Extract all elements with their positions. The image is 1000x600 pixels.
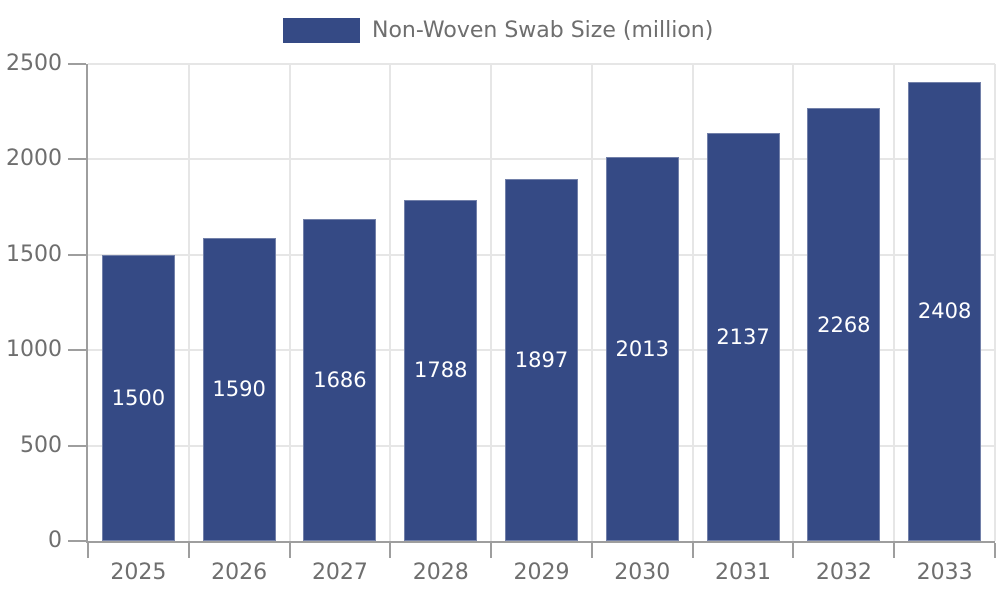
y-axis-tick [68, 63, 86, 65]
gridline-vertical [590, 64, 593, 541]
x-axis-line [86, 541, 995, 543]
bar-2033[interactable]: 2408 [908, 81, 982, 541]
gridline-horizontal [88, 63, 995, 65]
y-axis-tick [68, 158, 86, 161]
bar-2029[interactable]: 1897 [505, 179, 578, 541]
y-axis-tick-label: 1000 [6, 336, 62, 362]
y-axis-line [86, 64, 88, 543]
x-axis-tick-label: 2028 [412, 560, 469, 585]
x-axis-tick [691, 543, 694, 558]
bar-2025[interactable]: 1500 [101, 254, 175, 541]
gridline-vertical [792, 64, 795, 541]
y-axis-tick [68, 349, 86, 352]
plot-area: 1500 1590 1686 1788 1897 2013 2137 2268 2408 [88, 63, 996, 541]
bar-2028[interactable]: 1788 [404, 199, 478, 541]
y-axis-tick-label: 500 [20, 432, 62, 458]
y-axis-tick-label: 1500 [6, 241, 62, 267]
legend-item[interactable]: Non-Woven Swab Size (million) [283, 18, 713, 43]
x-axis-tick-label: 2032 [815, 560, 872, 585]
gridline-vertical [893, 64, 896, 541]
x-axis-tick-label: 2029 [513, 560, 570, 585]
y-axis-tick-label: 2500 [6, 50, 62, 76]
gridline-horizontal [88, 158, 995, 161]
bar-value-label: 1897 [514, 348, 569, 373]
x-axis-tick-label: 2027 [311, 560, 368, 585]
bar-value-label: 2137 [716, 325, 770, 350]
bar-value-label: 1590 [212, 377, 266, 402]
gridline-vertical [691, 64, 694, 541]
bar-value-label: 1500 [111, 385, 166, 410]
y-axis-tick [68, 540, 86, 542]
bar-2030[interactable]: 2013 [605, 156, 679, 541]
x-axis-tick [792, 543, 795, 558]
x-axis-tick-label: 2026 [211, 560, 268, 585]
x-axis-tick [994, 543, 996, 558]
bar-2027[interactable]: 1686 [303, 219, 377, 541]
x-axis-tick-label: 2025 [110, 560, 167, 585]
y-axis-tick [68, 253, 86, 256]
x-axis-tick-label: 2031 [715, 560, 772, 585]
x-axis-tick [187, 543, 190, 558]
y-axis-tick [68, 444, 86, 447]
legend-swatch [283, 18, 360, 43]
y-axis-tick-label: 2000 [6, 146, 62, 172]
x-axis-tick [490, 543, 493, 558]
gridline-vertical [994, 64, 996, 541]
bar-value-label: 1686 [313, 368, 367, 393]
bar-2026[interactable]: 1590 [202, 237, 276, 541]
x-axis-tick [893, 543, 896, 558]
gridline-vertical [389, 64, 392, 541]
gridline-vertical [187, 64, 190, 541]
bar-value-label: 2408 [917, 299, 972, 324]
x-axis-tick [389, 543, 392, 558]
x-axis-tick [590, 543, 593, 558]
gridline-vertical [490, 64, 493, 541]
x-axis-tick [87, 543, 89, 558]
x-axis-tick [288, 543, 291, 558]
legend-label: Non-Woven Swab Size (million) [372, 18, 714, 43]
x-axis-tick-label: 2030 [614, 560, 671, 585]
bar-value-label: 1788 [413, 358, 468, 383]
bar-value-label: 2013 [615, 336, 669, 361]
x-axis-tick-label: 2033 [916, 560, 973, 585]
bar-2031[interactable]: 2137 [706, 133, 780, 541]
y-axis-tick-label: 0 [48, 527, 62, 553]
bar-value-label: 2268 [817, 312, 871, 337]
gridline-vertical [288, 64, 291, 541]
bar-2032[interactable]: 2268 [807, 108, 881, 541]
